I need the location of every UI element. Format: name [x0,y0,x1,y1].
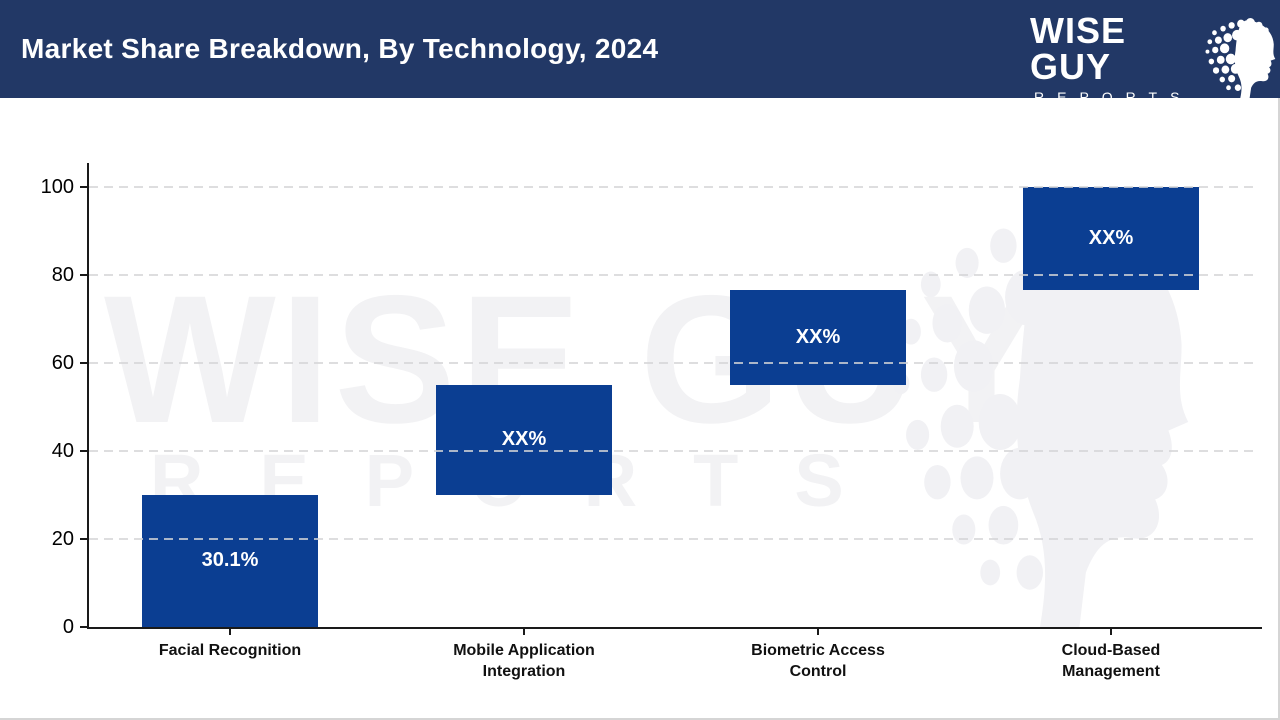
y-tick-label: 100 [40,176,74,198]
x-axis-line [87,627,1262,629]
y-tick-label: 60 [51,352,74,374]
category-label: Biometric Access Control [668,641,968,683]
y-tick-label: 80 [51,264,74,286]
right-border [1278,98,1280,720]
y-tick-mark [80,450,88,452]
bottom-border [0,718,1280,720]
y-tick-mark [80,274,88,276]
bar-segment: XX% [1023,187,1199,291]
logo-subtext: REPORTS [1034,89,1193,105]
category-label-line: Facial Recognition [158,642,302,659]
bar-value-label: XX% [501,428,547,451]
bar-segment: XX% [730,290,906,385]
x-tick-mark [1110,628,1112,635]
bar-segment: XX% [436,385,612,495]
logo-wordmark: WISE GUY [1030,10,1127,87]
x-tick-mark [817,628,819,635]
logo-face-icon [1205,17,1276,98]
y-tick-mark [80,626,88,628]
category-label: Facial Recognition [80,641,380,662]
gridline-40 [89,450,1256,452]
y-tick-label: 20 [51,528,74,550]
y-tick-mark [80,186,88,188]
logo-text: WISE GUY REPORTS [1030,10,1212,105]
wise-guy-logo: WISE GUY REPORTS [1030,13,1280,104]
gridline-20 [89,538,1256,540]
gridline-100 [89,186,1256,188]
x-tick-mark [229,628,231,635]
y-tick-mark [80,538,88,540]
category-label-line: Management [1062,662,1160,680]
y-axis-line [87,163,89,629]
bar-value-label: 30.1% [201,549,259,572]
bar-segment: 30.1% [142,494,318,627]
chart-title: Market Share Breakdown, By Technology, 2… [21,33,659,64]
bar-value-label: XX% [1088,227,1134,250]
category-label-line: Cloud-Based [1061,642,1161,659]
gridline-60 [89,362,1256,364]
category-label: Cloud-Based Management [961,641,1261,683]
category-label-line: Integration [482,662,566,680]
y-tick-label: 0 [62,616,74,638]
category-label-line: Biometric Access [751,642,885,659]
x-tick-mark [523,628,525,635]
y-tick-label: 40 [51,440,74,462]
category-label-line: Control [789,662,847,680]
bar-value-label: XX% [795,326,841,349]
category-label: Mobile Application Integration [374,641,674,683]
gridline-80 [89,274,1256,276]
y-tick-mark [80,362,88,364]
category-label-line: Mobile Application [453,642,595,659]
header-bar: Market Share Breakdown, By Technology, 2… [0,0,1280,104]
